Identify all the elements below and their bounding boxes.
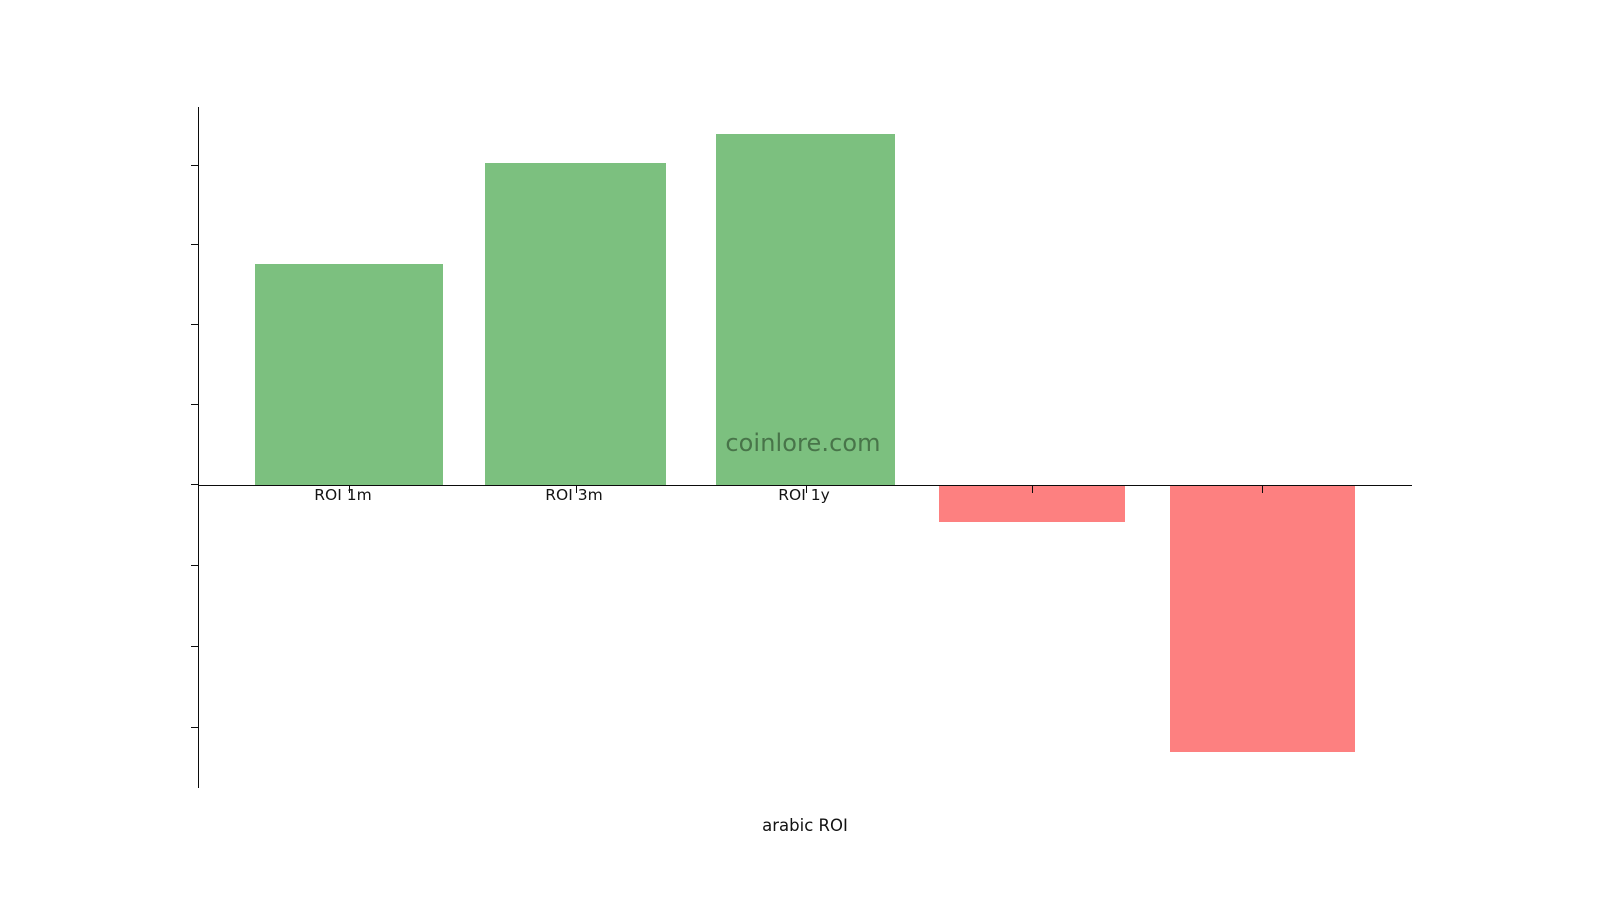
y-tick-mark [191,244,199,245]
x-axis-title-text: arabic ROI [762,816,848,835]
x-tick-label-roi-1y: ROI 1y [778,486,830,504]
y-tick-mark [191,324,199,325]
y-tick-mark [191,565,199,566]
x-tick-mark-4 [1032,485,1033,493]
y-tick-mark [191,727,199,728]
y-tick-mark [191,646,199,647]
x-axis-zero-line [198,485,1412,486]
bar-roi-3m[interactable] [485,163,666,485]
x-tick-mark-2 [576,485,577,493]
y-tick-mark [191,484,199,485]
y-tick-mark [191,165,199,166]
bar-roi-1m[interactable] [255,264,443,485]
y-axis-spine [198,107,199,788]
x-axis-title: arabic ROI [0,816,1600,835]
y-tick-mark [191,404,199,405]
x-tick-label-roi-3m: ROI 3m [545,486,603,504]
x-tick-mark-1 [349,485,350,493]
x-tick-label-roi-1m: ROI 1m [314,486,372,504]
x-tick-mark-5 [1262,485,1263,493]
bar-negative-2[interactable] [1170,486,1355,752]
bar-roi-1y[interactable] [716,134,895,485]
x-tick-mark-3 [806,485,807,493]
